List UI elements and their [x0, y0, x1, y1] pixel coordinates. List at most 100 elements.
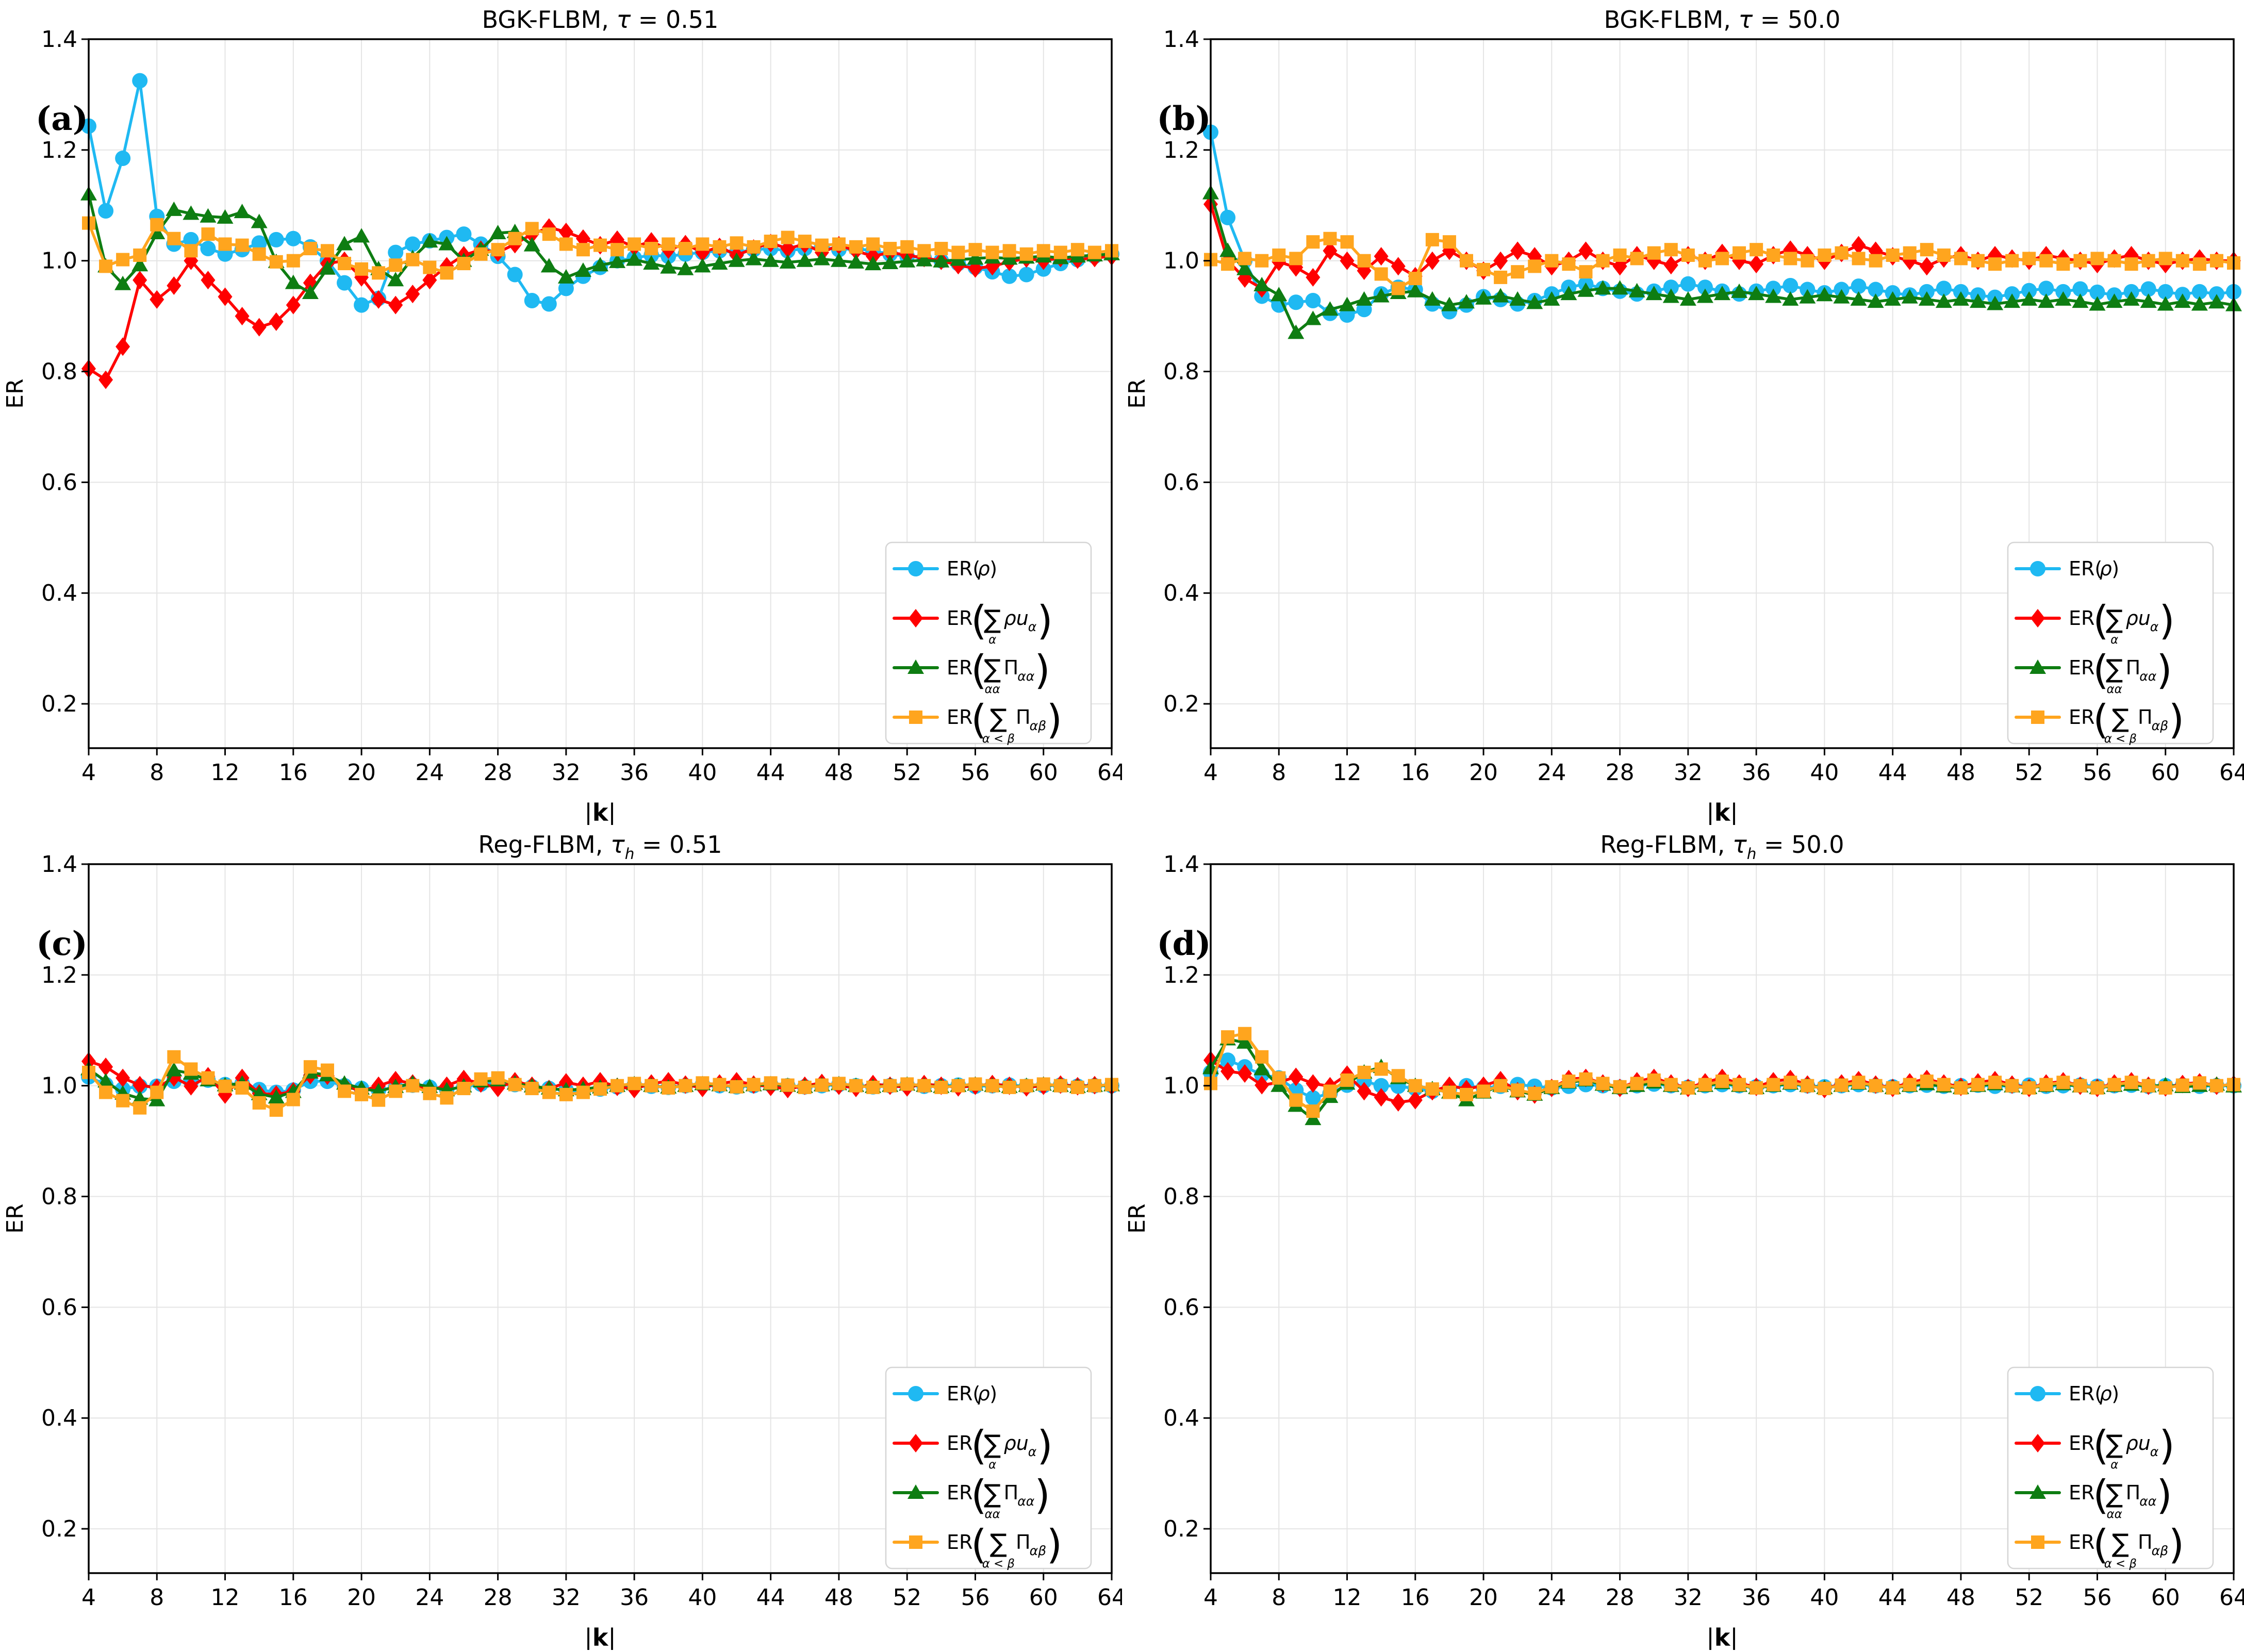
legend-label-pi_ab: (: [971, 697, 986, 743]
legend-marker-pi_ab: [909, 1535, 922, 1549]
series-marker-pi_ab: [696, 1076, 710, 1090]
series-marker-pi_ab: [1596, 1077, 1610, 1091]
series-marker-pi_ab: [610, 243, 624, 257]
series-marker-pi_ab: [1511, 265, 1525, 279]
series-marker-pi_ab: [2073, 1079, 2087, 1093]
series-marker-rho: [2191, 284, 2207, 300]
series-marker-pi_ab: [1002, 244, 1016, 258]
y-tick-label: 0.8: [41, 1184, 77, 1210]
legend-label-pi_ab: ): [1047, 1522, 1062, 1568]
series-marker-pi_ab: [2022, 252, 2036, 266]
series-marker-pi_ab: [1698, 254, 1712, 268]
x-axis-label: |k|: [1706, 1624, 1738, 1650]
series-marker-pi_ab: [1869, 1079, 1883, 1093]
series-marker-pi_aa: [2055, 291, 2072, 306]
series-marker-pi_ab: [1715, 252, 1729, 266]
series-marker-mom: [98, 1058, 113, 1077]
series-marker-pi_ab: [1596, 254, 1610, 268]
x-tick-label: 48: [1946, 759, 1975, 786]
series-marker-pi_aa: [813, 251, 830, 266]
series-marker-pi_ab: [1460, 1087, 1473, 1101]
legend-label-pi_aa: ): [2156, 647, 2172, 693]
panel-d: 4 8 12 16 20 24 28 32 36 40 44 48 52 56 60 64 0.2 0.4 0.6 0…: [1122, 825, 2244, 1652]
series-marker-pi_ab: [1408, 1079, 1422, 1093]
series-marker-pi_aa: [1305, 310, 1322, 325]
x-tick-label: 28: [484, 1584, 513, 1611]
series-marker-pi_ab: [2175, 254, 2189, 268]
series-marker-rho: [2140, 281, 2156, 297]
legend-marker-rho: [908, 561, 923, 576]
panel-corner-label: (d): [1157, 924, 1211, 963]
series-marker-pi_ab: [491, 1071, 505, 1085]
x-tick-label: 20: [347, 1584, 376, 1611]
x-tick-label: 28: [1606, 759, 1635, 786]
series-marker-pi_ab: [218, 237, 232, 251]
legend-label-pi_ab: (: [971, 1522, 986, 1568]
legend-box: [885, 541, 1092, 745]
axis-spines: [88, 38, 1113, 749]
legend-box: [2007, 1366, 2214, 1570]
series-marker-mom: [1289, 1067, 1304, 1086]
y-tick-label: 0.2: [41, 1516, 77, 1542]
series-marker-pi_ab: [1971, 254, 1985, 268]
series-marker-pi_ab: [2124, 1076, 2138, 1089]
chart-d: 4 8 12 16 20 24 28 32 36 40 44 48 52 56 60 640.20.40.60…: [1122, 825, 2244, 1652]
series-marker-pi_ab: [235, 1081, 249, 1095]
series-marker-pi_ab: [1818, 1082, 1832, 1096]
series-marker-pi_ab: [2073, 254, 2087, 268]
series-marker-rho: [200, 241, 216, 257]
series-marker-pi_ab: [1391, 282, 1405, 295]
series-marker-pi_aa: [131, 257, 148, 272]
series-marker-pi_ab: [2005, 254, 2019, 268]
x-tick-label: 44: [1878, 1584, 1907, 1611]
series-marker-pi_ab: [713, 1078, 727, 1092]
series-marker-pi_ab: [645, 242, 658, 256]
series-marker-pi_aa: [234, 204, 251, 219]
series-marker-pi_ab: [1053, 245, 1067, 259]
legend-marker-rho: [908, 1386, 923, 1401]
series-marker-pi_ab: [713, 240, 727, 254]
legend-label-pi_aa: αα: [2139, 1494, 2157, 1509]
series-marker-pi_ab: [1579, 1072, 1593, 1086]
series-marker-pi_ab: [2192, 1076, 2206, 1090]
legend-label-rho: ρ: [978, 557, 990, 580]
series-marker-pi_aa: [2123, 291, 2140, 306]
legend-label-rho: ): [989, 557, 997, 580]
series-marker-pi_ab: [679, 242, 692, 256]
series-marker-pi_ab: [320, 1063, 334, 1077]
legend-label-pi_ab-sum: ∑: [2112, 703, 2129, 733]
series-marker-pi_aa: [183, 205, 200, 220]
series-marker-pi_ab: [559, 237, 573, 251]
series-marker-mom: [1510, 241, 1525, 260]
series-marker-mom: [1374, 1088, 1389, 1107]
series-marker-pi_aa: [1475, 290, 1492, 305]
axis-spines: [1210, 863, 2235, 1574]
legend-label-mom: (: [2093, 1423, 2108, 1469]
series-marker-pi_aa: [387, 272, 404, 287]
legend-label-pi_ab: ER: [947, 1531, 972, 1554]
series-marker-rho: [285, 230, 301, 246]
series-marker-pi_aa: [660, 259, 677, 274]
series-marker-pi_aa: [1560, 286, 1577, 301]
series-marker-pi_ab: [99, 1085, 113, 1099]
series-marker-rho: [337, 275, 352, 291]
series-marker-mom: [1238, 1064, 1252, 1083]
series-marker-rho: [1868, 282, 1884, 298]
chart-b: 4 8 12 16 20 24 28 32 36 40 44 48 52 56 60 640.20.40.60…: [1122, 0, 2244, 827]
series-marker-pi_ab: [2107, 1078, 2121, 1092]
series-marker-rho: [541, 296, 557, 312]
series-marker-pi_aa: [1850, 291, 1867, 306]
series-marker-pi_ab: [1647, 246, 1661, 260]
series-marker-mom: [235, 307, 250, 326]
panel-title: BGK-FLBM, τ = 50.0: [1604, 6, 1841, 34]
x-tick-label: 48: [1946, 1584, 1975, 1611]
series-marker-pi_ab: [1238, 1027, 1252, 1040]
x-tick-label: 52: [893, 759, 921, 786]
x-tick-label: 64: [2219, 759, 2244, 786]
legend-label-rho: ER(: [947, 1382, 980, 1405]
series-marker-pi_ab: [1425, 233, 1439, 246]
x-tick-label: 20: [1469, 759, 1498, 786]
legend-label-mom: ): [1037, 1423, 1052, 1469]
chart-c: 4 8 12 16 20 24 28 32 36 40 44 48 52 56 60 640.20.40.60…: [0, 825, 1126, 1652]
series-marker-mom: [1425, 251, 1440, 270]
